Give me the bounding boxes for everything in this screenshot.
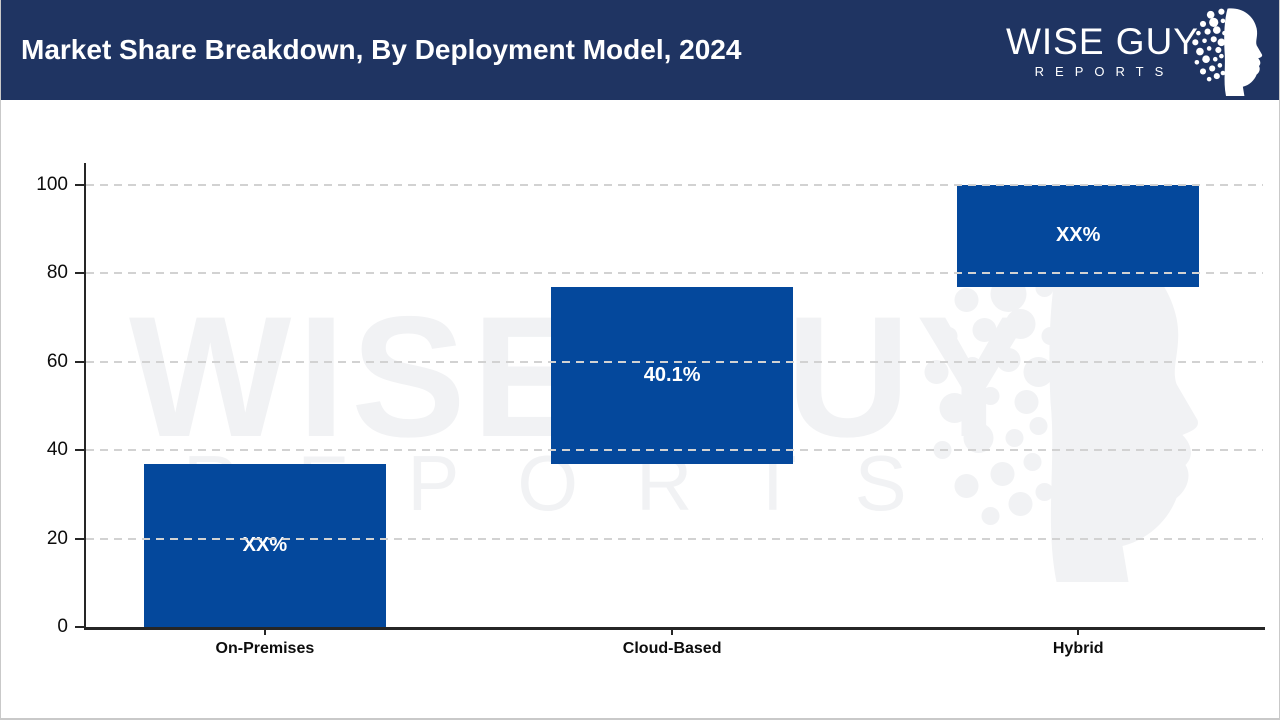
y-axis-line	[84, 163, 86, 627]
bar-value-label-cloud-based: 40.1%	[643, 363, 701, 386]
y-tick-mark-100	[75, 184, 84, 187]
bar-on-premises: XX%	[143, 463, 387, 627]
gridline-40	[86, 449, 1263, 452]
bar-value-label-hybrid: XX%	[1055, 224, 1101, 247]
bar-cloud-based: 40.1%	[550, 286, 794, 464]
brand-logo: WISE GUY REPORTS	[1006, 4, 1269, 96]
x-axis-line	[84, 627, 1265, 630]
header-bar: Market Share Breakdown, By Deployment Mo…	[1, 0, 1279, 100]
waterfall-chart-plot-area: 0 20 40 60 80 100 XX% On-Premises 40.1% Cloud-Bas…	[36, 163, 1265, 657]
y-tick-mark-0	[75, 626, 84, 628]
y-tick-mark-60	[75, 360, 84, 363]
gridline-100	[86, 184, 1263, 187]
gridline-20	[86, 537, 1263, 540]
y-tick-label-20: 20	[46, 527, 68, 549]
page-title: Market Share Breakdown, By Deployment Mo…	[21, 34, 742, 65]
brand-logo-text: WISE GUY REPORTS	[1006, 21, 1199, 79]
x-tick-mark-hybrid	[1077, 627, 1080, 635]
x-category-label-hybrid: Hybrid	[1052, 640, 1104, 657]
x-tick-mark-cloud-based	[671, 627, 674, 635]
y-tick-label-100: 100	[36, 174, 68, 196]
bar-hybrid: XX%	[956, 185, 1200, 287]
brand-subtitle: REPORTS	[1034, 64, 1175, 79]
gridline-80	[86, 272, 1263, 275]
x-tick-mark-on-premises	[263, 627, 266, 635]
y-tick-label-40: 40	[46, 439, 68, 461]
gridline-60	[86, 360, 1263, 363]
x-category-label-cloud-based: Cloud-Based	[622, 640, 722, 657]
y-tick-label-0: 0	[57, 616, 68, 637]
y-tick-label-80: 80	[46, 262, 68, 284]
y-tick-label-60: 60	[46, 350, 68, 372]
y-tick-mark-40	[75, 449, 84, 452]
y-tick-mark-20	[75, 537, 84, 540]
brand-name: WISE GUY	[1005, 21, 1199, 62]
y-tick-mark-80	[75, 272, 84, 275]
x-category-label-on-premises: On-Premises	[215, 640, 315, 657]
